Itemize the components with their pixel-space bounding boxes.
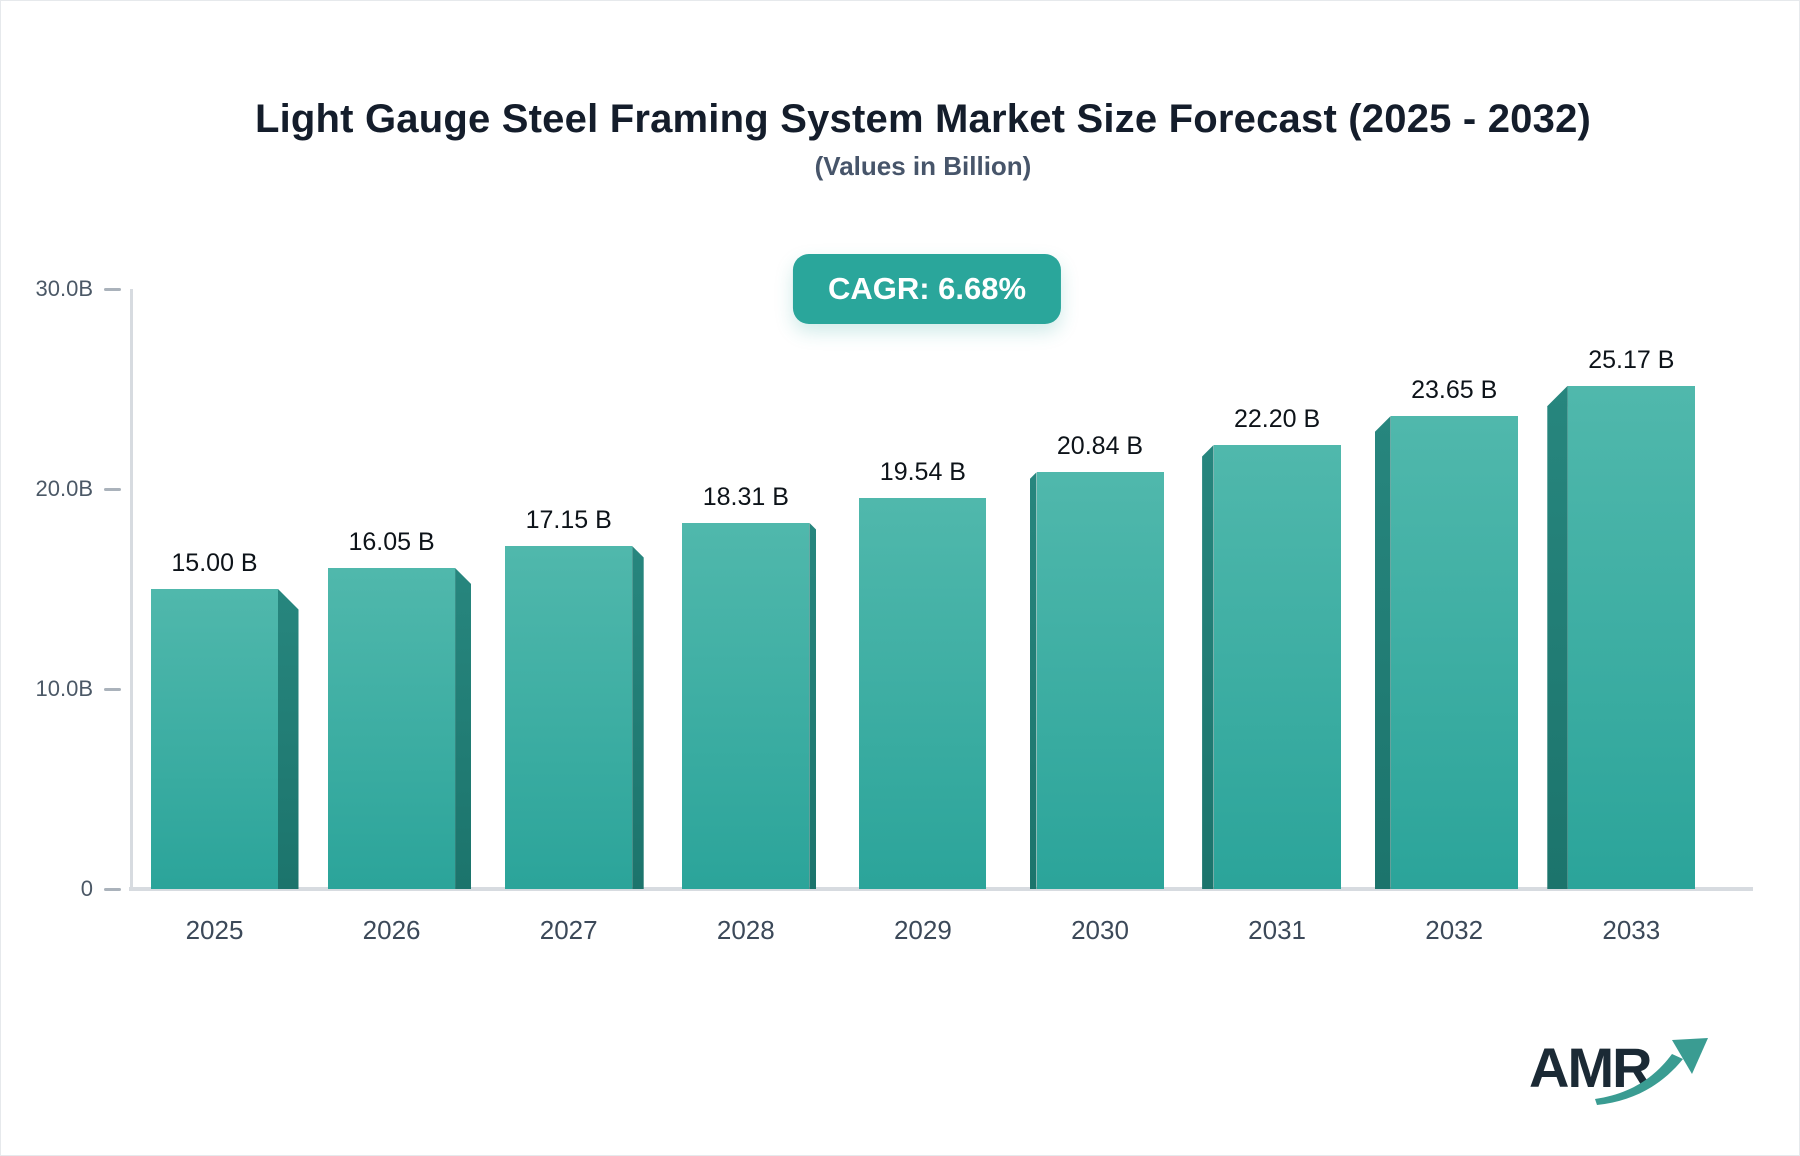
x-category-label: 2031 [1248, 915, 1307, 945]
y-tick-dash [104, 287, 121, 291]
y-tick-label: 20.0B [35, 476, 94, 501]
bar-2026 [328, 568, 472, 889]
bar-2033 [1547, 385, 1695, 889]
y-tick-dash [104, 487, 121, 491]
bar-2028 [682, 522, 817, 889]
cagr-badge: CAGR: 6.68% [792, 254, 1062, 324]
chart-subtitle: (Values in Billion) [814, 151, 1032, 181]
y-tick-label: 0 [80, 876, 93, 901]
bar-side-face [1547, 385, 1568, 889]
bar-side-face [1374, 416, 1391, 889]
bar-value-label: 17.15 B [525, 506, 612, 534]
bar-front-face [151, 589, 278, 889]
bar-front-face [328, 568, 456, 889]
chart-title: Light Gauge Steel Framing System Market … [254, 97, 1592, 141]
bar-2025 [151, 589, 299, 889]
bar-side-face [632, 546, 644, 889]
bar-value-label: 20.84 B [1056, 432, 1144, 461]
growth-arrow-icon [1595, 1038, 1708, 1105]
bar-side-face [278, 589, 299, 889]
x-category-label: 2030 [1071, 915, 1129, 945]
bar-2027 [505, 546, 644, 889]
bar-front-face [1213, 445, 1341, 889]
bar-2030 [1029, 472, 1164, 889]
bar-value-label: 16.05 B [348, 528, 435, 556]
bar-side-face [1202, 445, 1214, 889]
bar-value-label: 18.31 B [702, 482, 789, 511]
bar-front-face [1036, 472, 1164, 889]
bar-front-face [682, 522, 810, 889]
x-axis-line [129, 887, 1753, 891]
x-category-label: 2033 [1602, 915, 1661, 945]
bar-value-label: 22.20 B [1234, 405, 1321, 433]
y-tick-dash [104, 687, 121, 691]
bar-2029 [859, 498, 987, 889]
bar-front-face [1567, 385, 1695, 889]
bar-value-label: 23.65 B [1411, 376, 1498, 404]
x-category-label: 2029 [893, 915, 952, 945]
bar-side-face [809, 522, 817, 889]
x-category-label: 2027 [539, 915, 598, 945]
y-tick-label: 30.0B [35, 276, 94, 301]
bar-2032 [1374, 416, 1518, 889]
bar-side-face [1029, 472, 1037, 889]
x-category-label: 2028 [716, 915, 775, 945]
bar-2031 [1202, 445, 1341, 889]
bar-value-label: 25.17 B [1588, 345, 1675, 374]
x-category-label: 2032 [1425, 915, 1484, 945]
bar-front-face [505, 546, 633, 889]
amr-logo: AMR [1529, 1036, 1708, 1105]
bar-front-face [1390, 416, 1518, 889]
x-category-label: 2026 [362, 915, 421, 945]
y-tick-dash [104, 887, 121, 891]
bar-side-face [455, 568, 472, 889]
y-tick-label: 10.0B [35, 676, 94, 701]
y-axis-line [130, 289, 133, 889]
bar-value-label: 19.54 B [879, 458, 966, 487]
bar-front-face [859, 498, 987, 889]
bar-value-label: 15.00 B [171, 549, 258, 577]
x-category-label: 2025 [185, 915, 244, 945]
